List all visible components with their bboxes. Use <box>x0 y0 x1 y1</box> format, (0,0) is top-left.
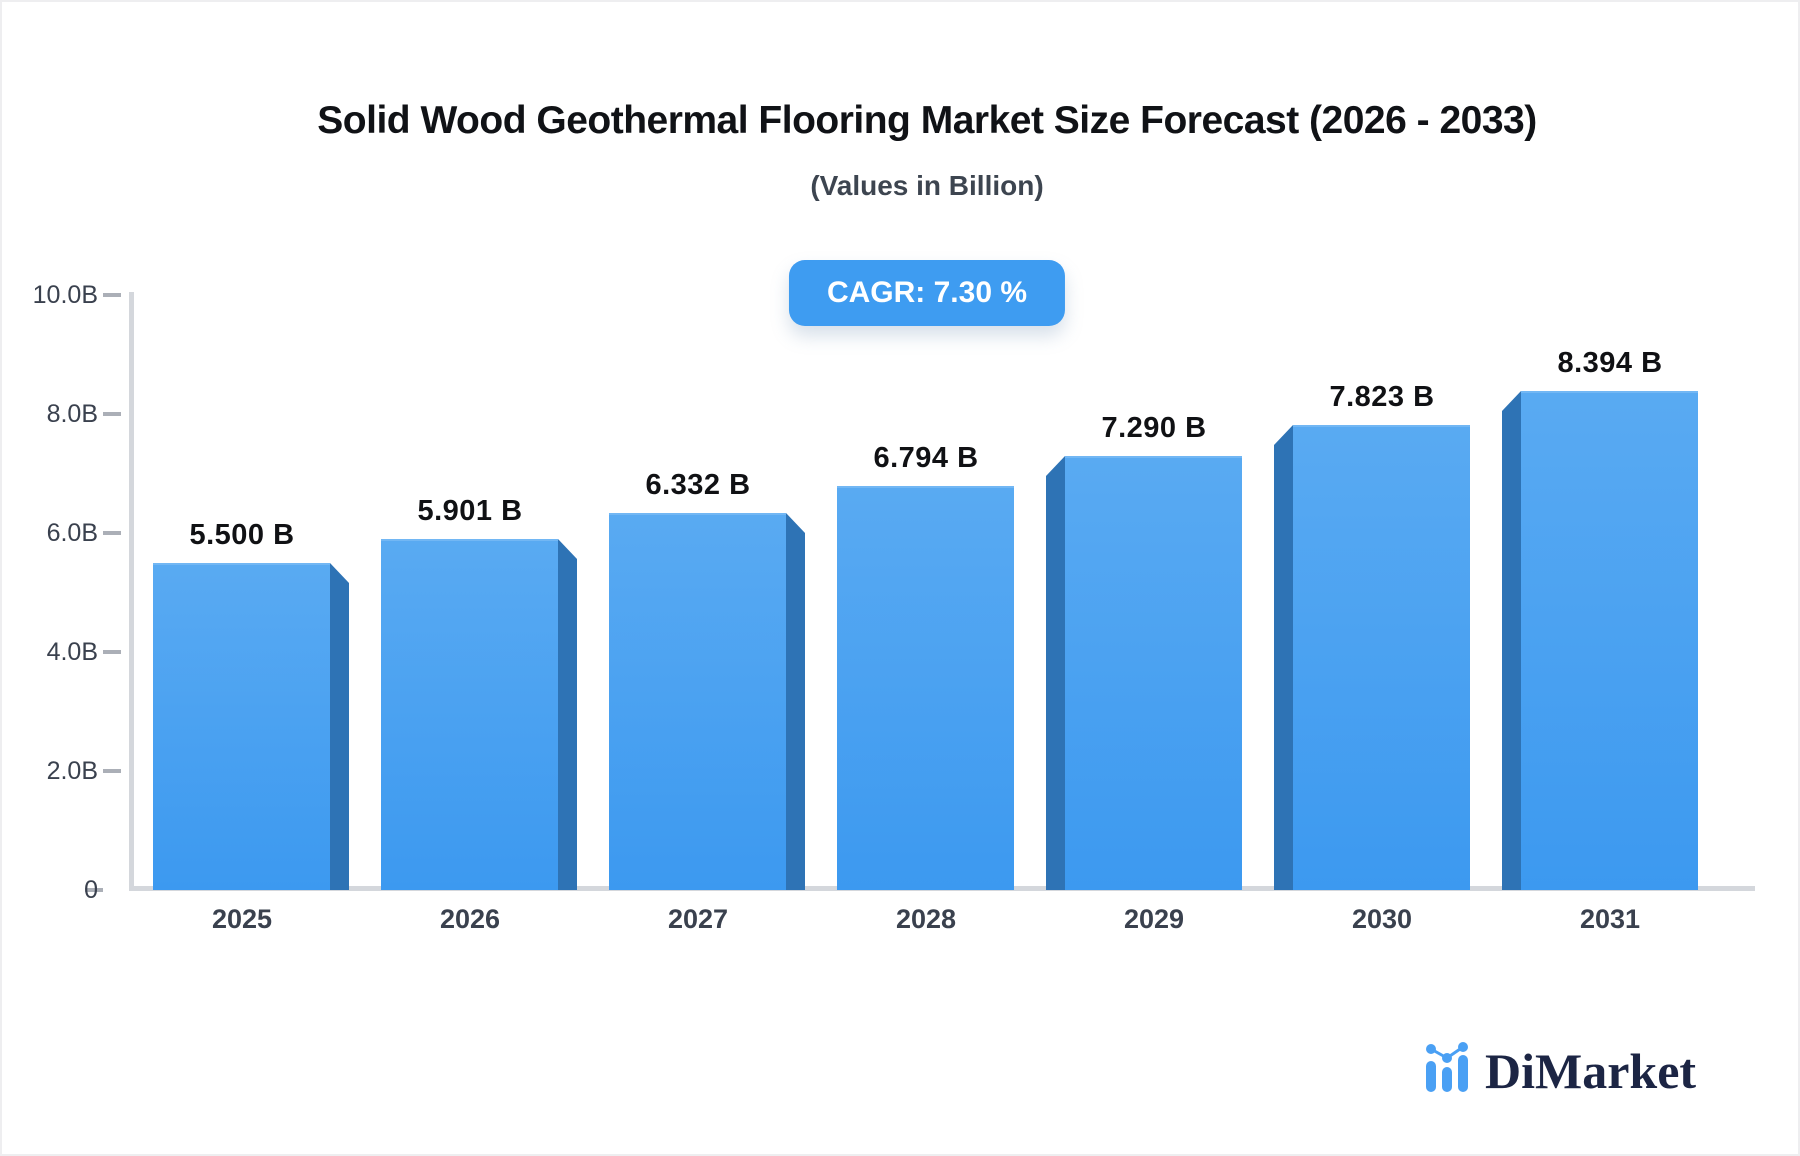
brand-chart-icon <box>1425 1042 1471 1097</box>
bar-side-face-2031 <box>1502 391 1521 890</box>
y-tick-dash <box>85 888 103 892</box>
y-tick-label: 6.0B <box>46 519 98 547</box>
x-tick-label: 2027 <box>667 904 729 934</box>
x-tick-label: 2030 <box>1351 904 1413 934</box>
bar-value-label: 6.794 B <box>873 442 979 474</box>
bar-value-label: 6.332 B <box>645 469 751 501</box>
bar-2030 <box>1293 425 1470 890</box>
y-tick-label: 2.0B <box>46 757 98 785</box>
cagr-badge: CAGR: 7.30 % <box>788 260 1066 326</box>
bar-value-label: 7.823 B <box>1329 381 1435 413</box>
brand-name: DiMarket <box>1485 1043 1697 1099</box>
y-tick-label: 8.0B <box>46 400 98 428</box>
bar-value-label: 8.394 B <box>1557 347 1663 379</box>
bar-2025 <box>153 563 330 890</box>
y-tick-label: 10.0B <box>32 281 98 309</box>
bar-value-label: 5.500 B <box>189 519 295 551</box>
bar-side-face-2027 <box>786 513 805 890</box>
bar-2029 <box>1065 456 1242 890</box>
brand-logo: DiMarket <box>1425 1042 1696 1100</box>
y-tick-dash <box>103 412 121 416</box>
page-title: Solid Wood Geothermal Flooring Market Si… <box>317 99 1537 142</box>
bar-side-face-2030 <box>1274 425 1293 890</box>
x-tick-label: 2026 <box>439 904 501 934</box>
bar-2026 <box>381 539 558 890</box>
y-tick-dash <box>103 293 121 297</box>
bar-value-label: 5.901 B <box>417 495 523 527</box>
y-tick-dash <box>103 531 121 535</box>
x-tick-label: 2028 <box>895 904 957 934</box>
bar-value-label: 7.290 B <box>1101 412 1207 444</box>
page-subtitle: (Values in Billion) <box>810 170 1044 201</box>
y-tick-dash <box>103 650 121 654</box>
x-tick-label: 2029 <box>1123 904 1185 934</box>
bar-side-face-2025 <box>330 563 349 890</box>
y-tick-dash <box>103 769 121 773</box>
y-tick-label: 4.0B <box>46 638 98 666</box>
y-tick-label: 0 <box>84 876 98 904</box>
y-axis-line <box>129 292 134 890</box>
bar-side-face-2029 <box>1046 456 1065 890</box>
x-tick-label: 2031 <box>1579 904 1641 934</box>
bar-side-face-2026 <box>558 539 577 890</box>
bar-2031 <box>1521 391 1698 890</box>
x-tick-label: 2025 <box>211 904 273 934</box>
bar-2027 <box>609 513 786 890</box>
bar-2028 <box>837 486 1014 890</box>
